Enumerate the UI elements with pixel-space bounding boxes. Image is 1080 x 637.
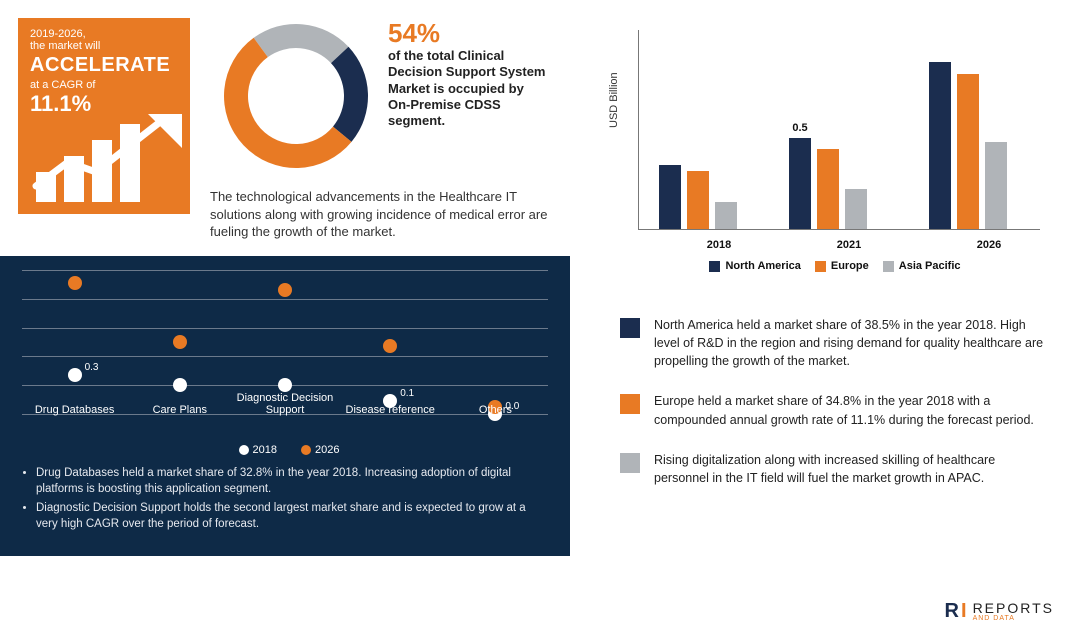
dot-point [383, 339, 397, 353]
dot-bullet: Diagnostic Decision Support holds the se… [36, 501, 548, 532]
bar-legend-swatch [709, 261, 720, 272]
bar-xlabel: 2018 [659, 239, 779, 251]
growth-arrow-icon [32, 114, 182, 206]
region-item: Europe held a market share of 34.8% in t… [620, 392, 1050, 428]
bar-value-label: 0.5 [792, 122, 807, 134]
dot-chart: 0.3 Drug DatabasesCare PlansDiagnostic De… [22, 270, 548, 440]
bar-xlabel: 2021 [789, 239, 909, 251]
dot-point [173, 378, 187, 392]
dot-chart-bullets: Drug Databases held a market share of 32… [22, 466, 548, 532]
accel-word: ACCELERATE [30, 54, 178, 77]
bar-legend-swatch [815, 261, 826, 272]
accel-cagr-prefix: at a CAGR of [30, 79, 178, 91]
bar [817, 149, 839, 229]
dot-value-label: 0.1 [400, 388, 414, 399]
bar [845, 189, 867, 229]
dot-legend-item: 2018 [231, 444, 277, 456]
region-swatch-icon [620, 318, 640, 338]
bar [659, 165, 681, 229]
dot-legend-item: 2026 [293, 444, 339, 456]
bar [957, 74, 979, 229]
donut-description: of the total Clinical Decision Support S… [388, 48, 548, 129]
bar [985, 142, 1007, 229]
accel-line2: the market will [30, 40, 178, 52]
dot-xlabel: Diagnostic DecisionSupport [232, 392, 337, 416]
donut-percent: 54% [388, 18, 440, 49]
bar [715, 202, 737, 229]
bar-chart-legend: North America Europe Asia Pacific [630, 260, 1040, 272]
logo-r1: R [945, 600, 959, 623]
dot-xlabel: Care Plans [127, 404, 232, 416]
region-swatch-icon [620, 453, 640, 473]
bar-xlabel: 2026 [929, 239, 1049, 251]
market-subtext: The technological advancements in the He… [210, 188, 560, 241]
accelerate-card: 2019-2026, the market will ACCELERATE at… [18, 18, 190, 214]
logo-word: REPORTS [973, 601, 1054, 615]
dot-point [278, 283, 292, 297]
region-text: Rising digitalization along with increas… [654, 451, 1050, 487]
accel-period: 2019-2026, [30, 28, 178, 40]
region-swatch-icon [620, 394, 640, 414]
dot-point [68, 368, 82, 382]
region-item: North America held a market share of 38.… [620, 316, 1050, 370]
dot-xlabel: Drug Databases [22, 404, 127, 416]
dot-chart-panel: 0.3Drug DatabasesCare PlansDiagnostic De… [0, 256, 570, 556]
logo-sub: AND DATA [973, 615, 1054, 622]
region-text: Europe held a market share of 34.8% in t… [654, 392, 1050, 428]
dot-xlabel: Others [443, 404, 548, 416]
dot-bullet: Drug Databases held a market share of 32… [36, 466, 548, 497]
bar-legend-label: North America [725, 260, 800, 272]
bar [789, 138, 811, 229]
region-text: North America held a market share of 38.… [654, 316, 1050, 370]
region-item: Rising digitalization along with increas… [620, 451, 1050, 487]
bar-chart-area: 20180.520212026 [638, 30, 1040, 230]
bar-legend-label: Asia Pacific [899, 260, 961, 272]
dot-point [68, 276, 82, 290]
bar-legend-label: Europe [831, 260, 869, 272]
dot-value-label: 0.3 [85, 362, 99, 373]
bar-chart: USD Billion 20180.520212026 North Americ… [630, 30, 1040, 270]
bar [929, 62, 951, 229]
dot-chart-legend: 2018 2026 [22, 444, 548, 456]
logo-r2: I [961, 600, 967, 623]
dot-point [278, 378, 292, 392]
bar-legend-swatch [883, 261, 894, 272]
bar [687, 171, 709, 229]
dot-xlabel: Disease reference [338, 404, 443, 416]
region-list: North America held a market share of 38.… [620, 316, 1050, 509]
reports-logo: R I REPORTS AND DATA [945, 600, 1054, 623]
logo-mark-icon: R I [945, 600, 967, 623]
donut-chart [216, 16, 376, 176]
dot-point [173, 335, 187, 349]
bar-ylabel: USD Billion [608, 72, 620, 128]
